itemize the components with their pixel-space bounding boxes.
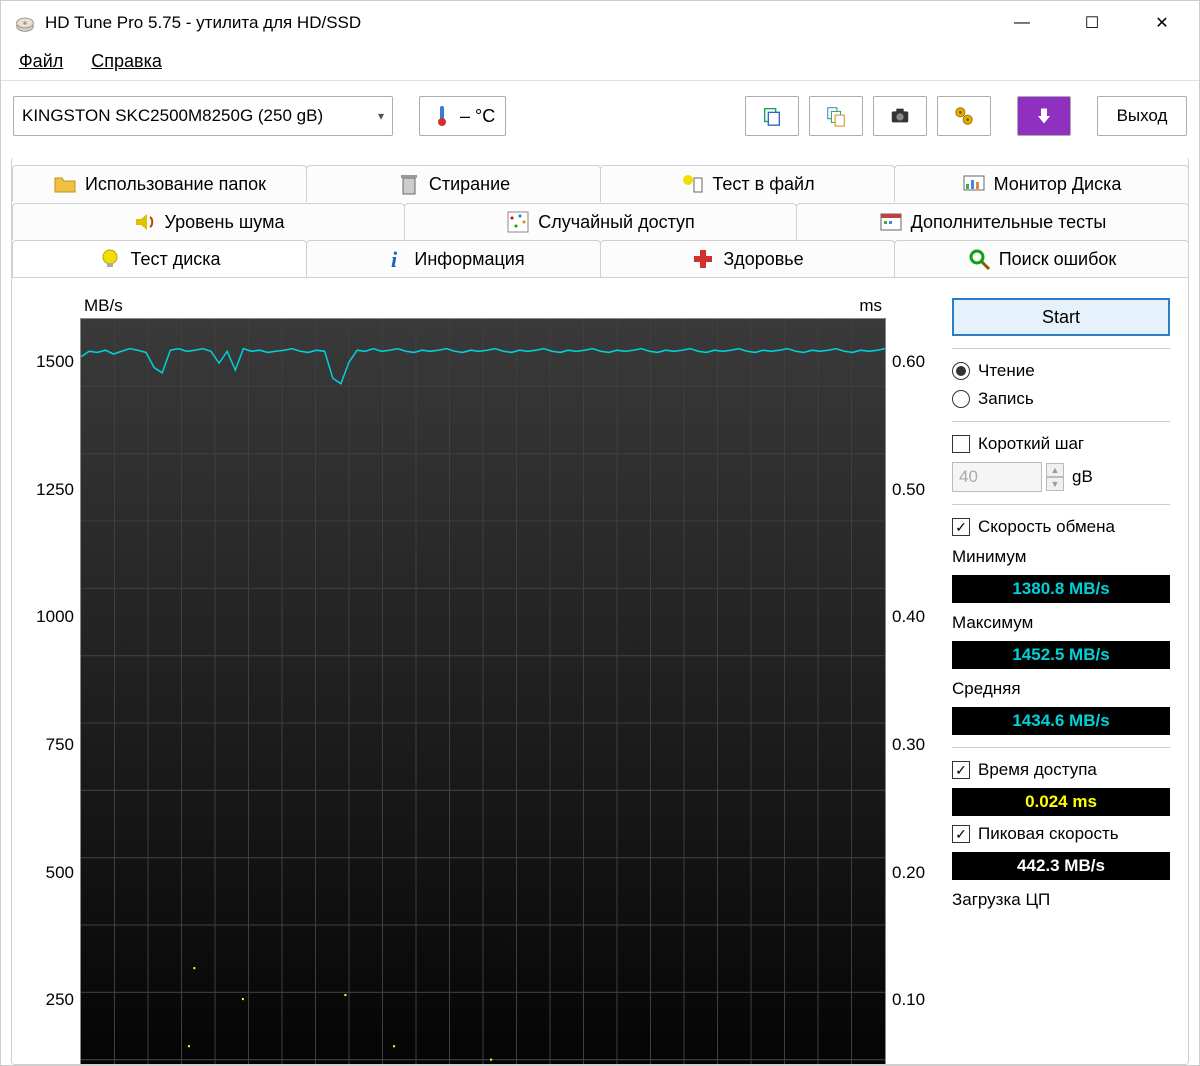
app-window: HD Tune Pro 5.75 - утилита для HD/SSD — … <box>0 0 1200 1066</box>
client-area: Использование папок Стирание Тест в файл… <box>11 157 1189 1065</box>
temperature-value: – °C <box>460 106 495 127</box>
settings-button[interactable] <box>937 96 991 136</box>
tab-benchmark[interactable]: Тест диска <box>12 240 307 277</box>
drive-select[interactable]: KINGSTON SKC2500M8250G (250 gB) ▾ <box>13 96 393 136</box>
value-max: 1452.5 MB/s <box>952 641 1170 669</box>
checkbox-icon <box>952 825 970 843</box>
tab-aam[interactable]: Уровень шума <box>12 203 405 240</box>
step-down-button[interactable]: ▼ <box>1046 477 1064 491</box>
step-value[interactable]: 40 <box>952 462 1042 492</box>
title-bar[interactable]: HD Tune Pro 5.75 - утилита для HD/SSD — … <box>1 1 1199 45</box>
side-panel: Start Чтение Запись Короткий шаг 40 ▲▼ g… <box>946 296 1176 1065</box>
thermometer-icon <box>430 104 454 128</box>
checkbox-icon <box>952 761 970 779</box>
minimize-button[interactable]: — <box>987 1 1057 45</box>
exit-label: Выход <box>1117 106 1168 126</box>
trash-icon <box>397 172 421 196</box>
radio-read[interactable]: Чтение <box>952 361 1170 381</box>
window-controls: — ☐ ✕ <box>987 1 1197 45</box>
folder-icon <box>53 172 77 196</box>
screenshot-button[interactable] <box>873 96 927 136</box>
save-button[interactable] <box>1017 96 1071 136</box>
tab-info[interactable]: iИнформация <box>306 240 601 277</box>
app-icon <box>15 13 35 33</box>
y-right-label: ms <box>859 296 882 316</box>
chart-area: 150012501000750500250 MB/s ms 0.600.500.… <box>24 296 938 1065</box>
label-max: Максимум <box>952 613 1170 633</box>
tab-extra-tests[interactable]: Дополнительные тесты <box>796 203 1189 240</box>
svg-text:i: i <box>391 247 398 271</box>
copy-info-button[interactable] <box>745 96 799 136</box>
tab-body: 150012501000750500250 MB/s ms 0.600.500.… <box>12 277 1188 1065</box>
checkbox-icon <box>952 518 970 536</box>
check-short-strokes[interactable]: Короткий шаг <box>952 434 1170 454</box>
window-title: HD Tune Pro 5.75 - утилита для HD/SSD <box>45 13 987 33</box>
step-size-input: 40 ▲▼ gB <box>952 462 1170 492</box>
y-left-label: MB/s <box>84 296 123 316</box>
radio-icon <box>952 390 970 408</box>
close-button[interactable]: ✕ <box>1127 1 1197 45</box>
temperature-display: – °C <box>419 96 506 136</box>
tab-folder-usage[interactable]: Использование папок <box>12 165 307 202</box>
tab-erase[interactable]: Стирание <box>306 165 601 202</box>
menu-help[interactable]: Справка <box>87 49 166 74</box>
value-min: 1380.8 MB/s <box>952 575 1170 603</box>
speaker-icon <box>133 210 157 234</box>
health-icon <box>691 247 715 271</box>
menu-bar: Файл Справка <box>1 45 1199 81</box>
y-axis-right: 0.600.500.400.300.200.10 <box>886 340 938 1065</box>
bulb-icon <box>98 247 122 271</box>
y-axis-left: 150012501000750500250 <box>24 340 80 1065</box>
maximize-button[interactable]: ☐ <box>1057 1 1127 45</box>
check-transfer[interactable]: Скорость обмена <box>952 517 1170 537</box>
tab-error-scan[interactable]: Поиск ошибок <box>894 240 1189 277</box>
toolbar: KINGSTON SKC2500M8250G (250 gB) ▾ – °C В… <box>1 81 1199 151</box>
random-icon <box>506 210 530 234</box>
chevron-down-icon: ▾ <box>378 109 384 123</box>
check-access[interactable]: Время доступа <box>952 760 1170 780</box>
value-avg: 1434.6 MB/s <box>952 707 1170 735</box>
bulb-file-icon <box>680 172 704 196</box>
radio-icon <box>952 362 970 380</box>
check-burst[interactable]: Пиковая скорость <box>952 824 1170 844</box>
toolbar-buttons <box>745 96 991 136</box>
search-icon <box>967 247 991 271</box>
menu-file[interactable]: Файл <box>15 49 67 74</box>
tab-health[interactable]: Здоровье <box>600 240 895 277</box>
radio-write[interactable]: Запись <box>952 389 1170 409</box>
tab-file-test[interactable]: Тест в файл <box>600 165 895 202</box>
copy-all-button[interactable] <box>809 96 863 136</box>
label-avg: Средняя <box>952 679 1170 699</box>
label-cpu: Загрузка ЦП <box>952 890 1170 910</box>
step-up-button[interactable]: ▲ <box>1046 463 1064 477</box>
checkbox-icon <box>952 435 970 453</box>
exit-button[interactable]: Выход <box>1097 96 1187 136</box>
tab-disk-monitor[interactable]: Монитор Диска <box>894 165 1189 202</box>
value-burst: 442.3 MB/s <box>952 852 1170 880</box>
start-button[interactable]: Start <box>952 298 1170 336</box>
tab-random-access[interactable]: Случайный доступ <box>404 203 797 240</box>
step-unit: gB <box>1072 467 1093 487</box>
benchmark-chart <box>80 318 886 1065</box>
drive-select-value: KINGSTON SKC2500M8250G (250 gB) <box>22 106 323 126</box>
info-icon: i <box>382 247 406 271</box>
tab-strip: Использование папок Стирание Тест в файл… <box>12 157 1188 278</box>
value-access: 0.024 ms <box>952 788 1170 816</box>
monitor-icon <box>962 172 986 196</box>
calendar-test-icon <box>879 210 903 234</box>
label-min: Минимум <box>952 547 1170 567</box>
